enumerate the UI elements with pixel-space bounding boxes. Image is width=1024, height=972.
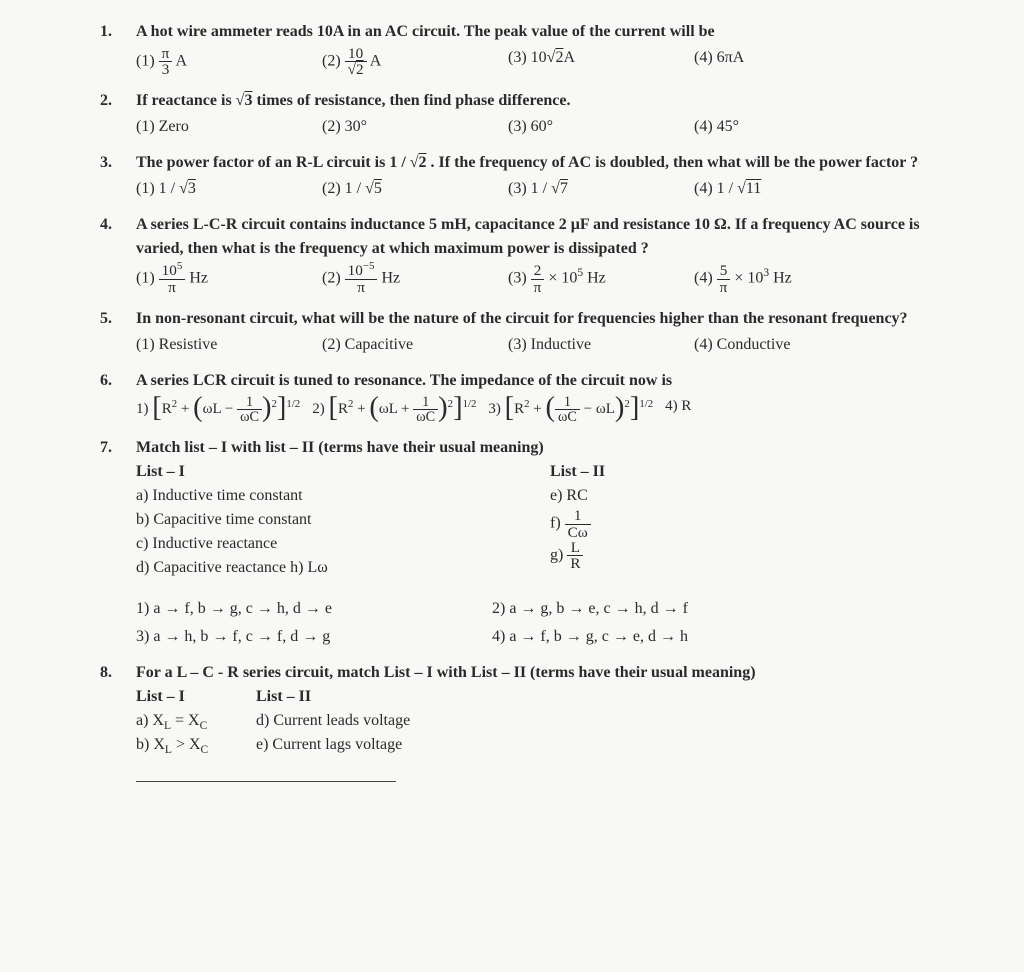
list-item: e) RC — [550, 484, 964, 508]
option-3: 3) [R2 + (1ωC − ωL)2]1/2 — [488, 393, 653, 427]
list-item: a) Inductive time constant — [136, 484, 550, 508]
question-text: A series LCR circuit is tuned to resonan… — [136, 369, 964, 393]
list-2-header: List – II — [256, 685, 964, 709]
question-text: In non-resonant circuit, what will be th… — [136, 307, 964, 331]
option-1: (1) π3 A — [136, 44, 286, 79]
divider — [136, 781, 396, 782]
question-8: 8. For a L – C - R series circuit, match… — [100, 661, 964, 757]
question-number: 3. — [100, 151, 136, 175]
list-item: g) LR — [550, 540, 964, 571]
list-item: b) Capacitive time constant — [136, 508, 550, 532]
option-4: (4) 6πA — [694, 44, 844, 79]
option-4: (4) 5π × 103 Hz — [694, 261, 844, 296]
option-1: (1) 105π Hz — [136, 261, 286, 296]
question-number: 1. — [100, 20, 136, 44]
list-1-header: List – I — [136, 685, 256, 709]
list-1-header: List – I — [136, 460, 550, 484]
question-number: 7. — [100, 436, 136, 460]
option-3: (3) 60° — [508, 113, 658, 141]
option-4: (4) 1 / √11 — [694, 175, 844, 203]
option-3: (3) Inductive — [508, 331, 658, 359]
list-item: c) Inductive reactance — [136, 532, 550, 556]
question-number: 5. — [100, 307, 136, 331]
question-1: 1. A hot wire ammeter reads 10A in an AC… — [100, 20, 964, 79]
question-number: 4. — [100, 213, 136, 237]
option-2: 2) a → g, b → e, c → h, d → f — [492, 595, 812, 623]
option-4: 4) R — [665, 393, 691, 427]
question-text: A hot wire ammeter reads 10A in an AC ci… — [136, 20, 964, 44]
question-number: 6. — [100, 369, 136, 393]
list-item: f) 1Cω — [550, 508, 964, 539]
question-text: Match list – I with list – II (terms hav… — [136, 436, 964, 460]
list-item: d) Capacitive reactance h) Lω — [136, 556, 550, 580]
option-4: (4) Conductive — [694, 331, 844, 359]
option-2: (2) 10√2 A — [322, 44, 472, 79]
option-2: (2) 1 / √5 — [322, 175, 472, 203]
list-item: d) Current leads voltage — [256, 709, 964, 733]
question-text: A series L-C-R circuit contains inductan… — [136, 213, 964, 261]
option-3: 3) a → h, b → f, c → f, d → g — [136, 623, 456, 651]
option-1: (1) 1 / √3 — [136, 175, 286, 203]
question-text: For a L – C - R series circuit, match Li… — [136, 661, 964, 685]
list-2-header: List – II — [550, 460, 964, 484]
list-item: b) XL > XC — [136, 733, 256, 757]
option-3: (3) 2π × 105 Hz — [508, 261, 658, 296]
option-3: (3) 10√2A — [508, 44, 658, 79]
option-2: (2) 30° — [322, 113, 472, 141]
question-5: 5. In non-resonant circuit, what will be… — [100, 307, 964, 359]
list-item: e) Current lags voltage — [256, 733, 964, 757]
option-2: 2) [R2 + (ωL + 1ωC)2]1/2 — [312, 393, 476, 427]
option-1: 1) a → f, b → g, c → h, d → e — [136, 595, 456, 623]
option-1: 1) [R2 + (ωL − 1ωC)2]1/2 — [136, 393, 300, 427]
question-6: 6. A series LCR circuit is tuned to reso… — [100, 369, 964, 427]
list-item — [550, 571, 964, 595]
option-3: (3) 1 / √7 — [508, 175, 658, 203]
question-7: 7. Match list – I with list – II (terms … — [100, 436, 964, 651]
question-2: 2. If reactance is √3 times of resistanc… — [100, 89, 964, 141]
option-2: (2) Capacitive — [322, 331, 472, 359]
question-3: 3. The power factor of an R-L circuit is… — [100, 151, 964, 203]
question-number: 2. — [100, 89, 136, 113]
option-4: (4) 45° — [694, 113, 844, 141]
question-text: The power factor of an R-L circuit is 1 … — [136, 151, 964, 175]
question-number: 8. — [100, 661, 136, 685]
list-item: a) XL = XC — [136, 709, 256, 733]
option-4: 4) a → f, b → g, c → e, d → h — [492, 623, 812, 651]
option-1: (1) Resistive — [136, 331, 286, 359]
option-1: (1) Zero — [136, 113, 286, 141]
option-2: (2) 10−5π Hz — [322, 261, 472, 296]
question-text: If reactance is √3 times of resistance, … — [136, 89, 964, 113]
question-4: 4. A series L-C-R circuit contains induc… — [100, 213, 964, 296]
